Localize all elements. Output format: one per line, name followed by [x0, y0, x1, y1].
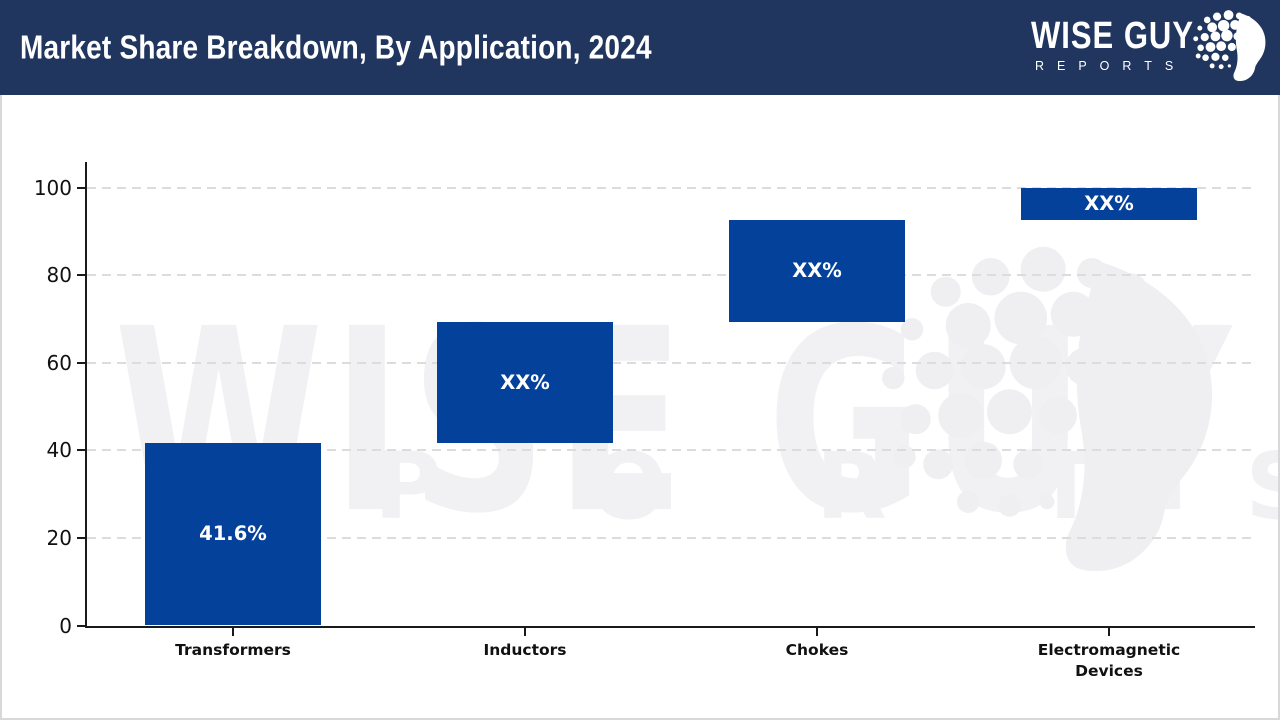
- x-tick-mark: [232, 627, 234, 636]
- y-gridline: [87, 536, 1255, 539]
- y-tick-label: 20: [46, 525, 72, 550]
- chart-bar: [729, 219, 905, 322]
- y-tick-label: 0: [59, 613, 72, 638]
- y-tick-label: 40: [46, 438, 72, 463]
- y-gridline: [87, 274, 1255, 277]
- header: Market Share Breakdown, By Application, …: [0, 0, 1280, 95]
- y-gridline: [87, 361, 1255, 364]
- bar-value-label: XX%: [500, 370, 550, 394]
- logo-wordmark-line1: WISE GUY: [1030, 14, 1194, 57]
- y-tick-mark: [77, 536, 85, 539]
- y-tick-mark: [77, 624, 85, 627]
- y-tick-label: 100: [33, 175, 72, 200]
- bar-value-label: XX%: [1084, 191, 1134, 215]
- chart-bar: [437, 321, 613, 444]
- wiseguy-face-icon: [1193, 10, 1266, 82]
- logo-wordmark-line2: REPORTS: [1034, 59, 1187, 73]
- y-gridline: [87, 186, 1255, 189]
- x-category-label: Transformers: [175, 640, 291, 659]
- bar-value-label: XX%: [792, 258, 842, 282]
- x-category-label: Chokes: [785, 640, 849, 659]
- chart-canvas: WISE GUY P O R T S 0 20 40 60 80 100 41.6% Tran…: [0, 95, 1280, 720]
- y-tick-label: 80: [46, 263, 72, 288]
- y-gridline: [87, 449, 1255, 452]
- x-tick-mark: [816, 627, 818, 636]
- x-tick-mark: [1108, 627, 1110, 636]
- y-tick-mark: [77, 361, 85, 364]
- y-tick-label: 60: [46, 350, 72, 375]
- x-category-label: Inductors: [483, 640, 567, 659]
- logo-wordmark: WISE GUY REPORTS: [1031, 14, 1194, 73]
- page-title: Market Share Breakdown, By Application, …: [20, 28, 652, 66]
- y-tick-mark: [77, 274, 85, 277]
- watermark-face-icon: [882, 246, 1213, 572]
- y-tick-mark: [77, 449, 85, 452]
- x-axis-line: [85, 625, 1255, 628]
- chart-bar: [1021, 187, 1197, 220]
- bar-value-label: 41.6%: [199, 522, 267, 546]
- x-category-label: Electromagnetic Devices: [1037, 640, 1181, 680]
- wiseguy-logo: WISE GUY REPORTS: [1022, 0, 1272, 95]
- y-axis-line: [85, 162, 87, 628]
- y-tick-mark: [77, 186, 85, 189]
- chart-bar: [145, 443, 321, 626]
- x-tick-mark: [524, 627, 526, 636]
